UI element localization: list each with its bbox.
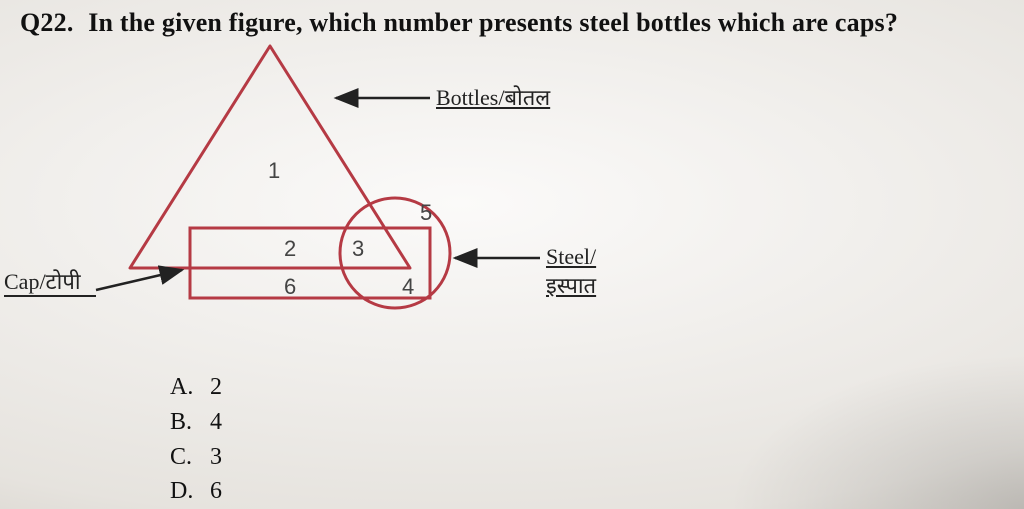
page-curve-shadow [604, 289, 1024, 509]
region-2: 2 [284, 236, 296, 262]
label-steel: Steel/इस्पात [546, 244, 620, 300]
answer-options: A. 2 B. 4 C. 3 D. 6 [170, 370, 222, 509]
region-1: 1 [268, 158, 280, 184]
option-d-letter: D. [170, 474, 198, 509]
triangle-bottles [130, 46, 410, 268]
label-bottles: Bottles/बोतल [436, 82, 550, 112]
option-d-value: 6 [210, 474, 222, 509]
region-5: 5 [420, 200, 432, 226]
option-b[interactable]: B. 4 [170, 405, 222, 440]
question-number: Q22. [20, 8, 74, 37]
page: Q22. In the given figure, which number p… [0, 0, 1024, 509]
option-c-letter: C. [170, 440, 198, 475]
option-a-letter: A. [170, 370, 198, 405]
option-b-letter: B. [170, 405, 198, 440]
venn-diagram: Bottles/बोतल Steel/इस्पात Cap/टोपी 1 2 3… [0, 38, 620, 348]
label-cap: Cap/टोपी [4, 266, 81, 296]
option-b-value: 4 [210, 405, 222, 440]
arrow-cap [96, 270, 182, 290]
region-4: 4 [402, 274, 414, 300]
option-c-value: 3 [210, 440, 222, 475]
option-c[interactable]: C. 3 [170, 440, 222, 475]
rectangle-cap [190, 228, 430, 298]
region-6: 6 [284, 274, 296, 300]
option-a-value: 2 [210, 370, 222, 405]
option-a[interactable]: A. 2 [170, 370, 222, 405]
option-d[interactable]: D. 6 [170, 474, 222, 509]
question-header: Q22. In the given figure, which number p… [20, 8, 898, 38]
question-text: In the given figure, which number presen… [88, 8, 898, 37]
region-3: 3 [352, 236, 364, 262]
